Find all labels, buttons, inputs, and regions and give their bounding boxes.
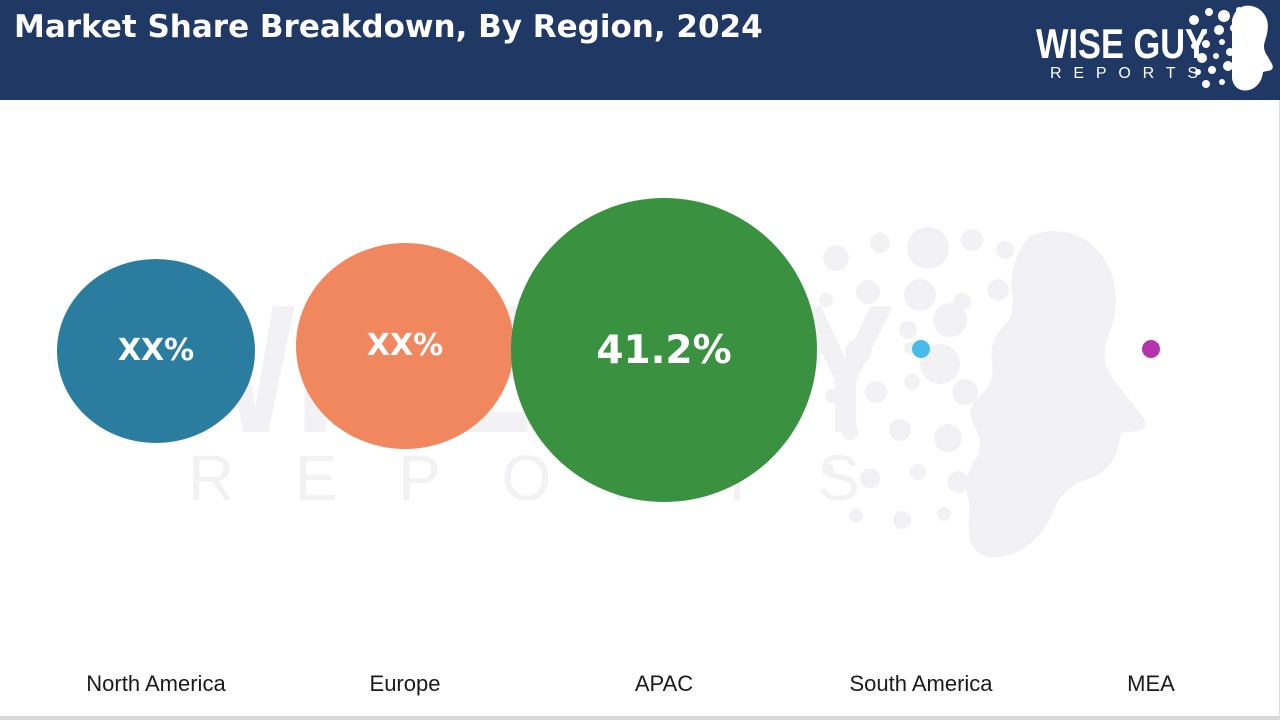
brand-face-profile-icon (1232, 5, 1273, 91)
category-label-apac: APAC (634, 671, 694, 696)
bubble-mea (1142, 340, 1160, 358)
category-label-mea: MEA (1127, 671, 1175, 696)
category-label-europe: Europe (369, 671, 441, 696)
bubble-apac: 41.2% (511, 198, 817, 502)
watermark-face-profile-icon (966, 231, 1146, 558)
page-title: Market Share Breakdown, By Region, 2024 (14, 9, 763, 45)
brand-wordmark-reports: REPORTS (1050, 65, 1198, 82)
header-bar: Market Share Breakdown, By Region, 2024 … (0, 0, 1280, 100)
bubble-value-label: XX% (366, 328, 444, 363)
brand-wordmark: WISE GUY (1036, 20, 1208, 67)
category-label-north-america: North America (86, 671, 226, 696)
brand-logo: WISE GUY REPORTS (1036, 5, 1273, 91)
bottom-strip (0, 716, 1280, 720)
category-label-south-america: South America (849, 671, 993, 696)
bubble-value-label: XX% (117, 333, 195, 368)
bubble-europe: XX% (296, 243, 514, 449)
watermark-head-dots-icon (814, 227, 1023, 549)
bubble-north-america: XX% (57, 259, 255, 443)
bubble-value-label: 41.2% (596, 327, 732, 373)
bubble-south-america (912, 340, 930, 358)
